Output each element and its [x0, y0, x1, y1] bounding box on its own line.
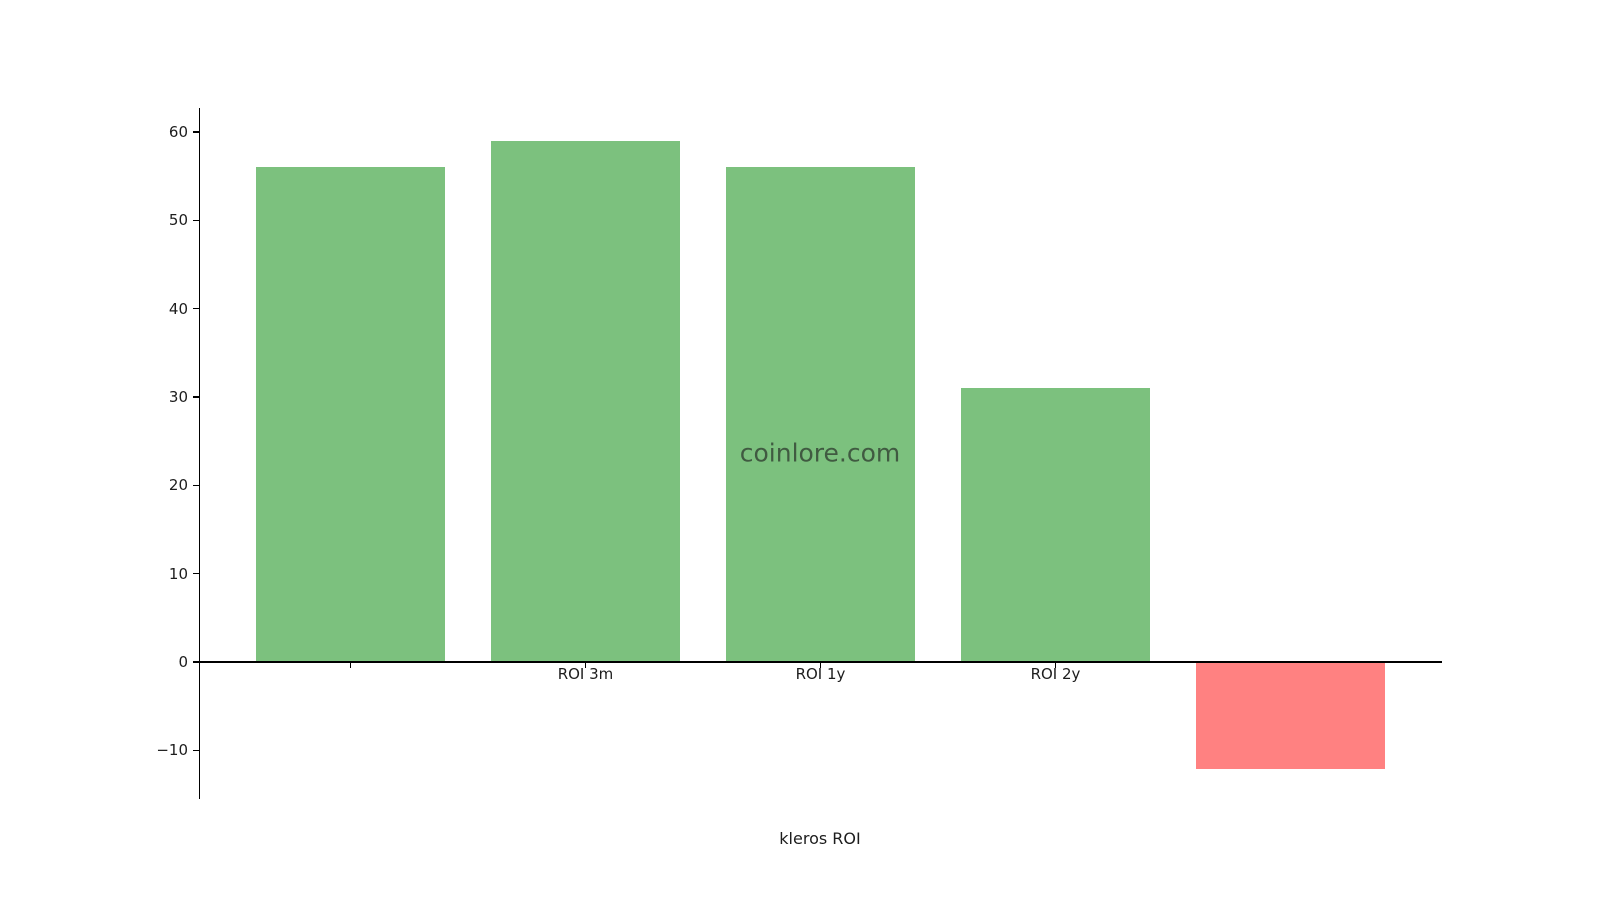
y-tick-mark-50 — [192, 219, 199, 221]
plot-area: ROI 3m ROI 1y ROI 2y 60 50 40 30 20 10 0 −10 — [156, 108, 1443, 799]
x-tick-mark-roi-1y — [819, 662, 822, 669]
x-tick-label-roi-2y: ROI 2y — [1030, 665, 1081, 684]
watermark-text: coinlore.com — [739, 438, 901, 468]
y-tick-label-0: 0 — [178, 653, 188, 672]
y-tick-mark-40 — [192, 307, 199, 310]
x-tick-mark-bar-1 — [349, 662, 352, 669]
x-axis-line — [200, 661, 1442, 663]
x-tick-mark-roi-3m — [584, 662, 587, 669]
x-tick-mark-roi-2y — [1054, 662, 1057, 669]
bar-unlabeled-5 — [1196, 662, 1385, 769]
y-tick-label-30: 30 — [168, 387, 188, 406]
x-tick-label-roi-3m: ROI 3m — [557, 665, 614, 684]
bar-roi-2y — [961, 388, 1150, 663]
y-tick-mark-10 — [192, 572, 199, 575]
axis-spines-layer — [198, 108, 1443, 799]
y-tick-mark-60 — [192, 131, 199, 133]
bars-layer — [200, 108, 1443, 799]
x-tick-label-roi-1y: ROI 1y — [795, 665, 846, 684]
bar-unlabeled-1 — [256, 167, 445, 663]
x-axis-title: kleros ROI — [779, 829, 861, 848]
bar-roi-3m — [491, 140, 680, 663]
y-tick-label--10: −10 — [156, 741, 188, 760]
y-tick-label-40: 40 — [168, 299, 188, 318]
bar-roi-1y — [726, 167, 915, 663]
y-tick-label-10: 10 — [168, 564, 188, 583]
y-tick-mark-0 — [192, 661, 199, 663]
y-tick-label-50: 50 — [168, 211, 188, 230]
y-tick-mark-−10 — [192, 749, 199, 752]
y-axis-spine — [198, 108, 200, 799]
y-tick-label-60: 60 — [168, 122, 188, 141]
y-tick-label-20: 20 — [168, 476, 188, 495]
tick-labels-layer: ROI 3m ROI 1y ROI 2y 60 50 40 30 20 10 0 −10 — [156, 108, 1443, 799]
y-tick-mark-30 — [192, 396, 199, 398]
y-tick-mark-20 — [192, 484, 199, 486]
